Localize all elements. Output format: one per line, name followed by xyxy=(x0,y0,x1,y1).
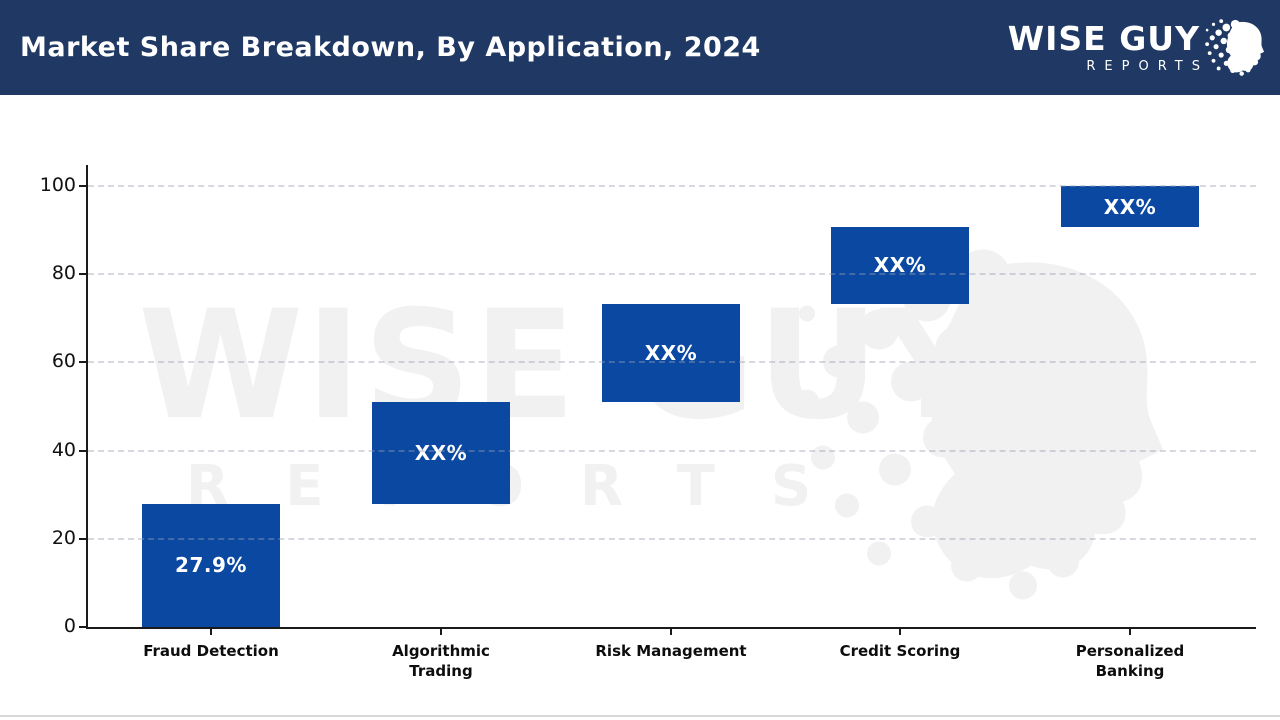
logo-text: WISE GUY REPORTS xyxy=(1008,22,1200,74)
y-tick-label: 60 xyxy=(51,350,76,373)
x-category-label-line: Algorithmic xyxy=(392,642,490,660)
x-category-label: Personalized Banking xyxy=(1030,641,1230,681)
logo-name: WISE GUY xyxy=(1007,18,1200,58)
bar-value-label: XX% xyxy=(414,441,468,465)
y-tick-mark xyxy=(79,449,87,452)
y-tick-mark xyxy=(79,361,87,364)
y-tick-label: 40 xyxy=(51,438,76,461)
y-tick-mark xyxy=(79,537,87,540)
x-category-label: Fraud Detection xyxy=(111,641,311,661)
x-category-label-line: Banking xyxy=(1095,662,1165,680)
y-tick-mark xyxy=(79,185,87,187)
x-axis xyxy=(86,627,1256,629)
x-tick-mark xyxy=(1129,628,1131,635)
header-band: Market Share Breakdown, By Application, … xyxy=(0,0,1280,95)
bar-value-label: XX% xyxy=(873,253,927,278)
x-category-label-line: Fraud Detection xyxy=(143,642,279,660)
x-category-label: Credit Scoring xyxy=(800,641,1000,661)
y-tick-label: 80 xyxy=(51,262,76,285)
bar-value-label: 27.9% xyxy=(175,553,247,578)
chart-title: Market Share Breakdown, By Application, … xyxy=(20,32,761,63)
bar-algorithmic-trading: XX% xyxy=(372,402,510,504)
bar-credit-scoring: XX% xyxy=(831,227,969,304)
plot-area: WISE GUY REPORTS 0 20 40 60 80 100 27.9% Fraud … xyxy=(0,95,1280,720)
x-tick-mark xyxy=(440,628,442,635)
x-tick-mark xyxy=(210,628,212,635)
logo-subtitle: REPORTS xyxy=(1086,58,1209,74)
bar-personalized-banking: XX% xyxy=(1061,186,1199,227)
y-tick-label: 100 xyxy=(39,174,76,196)
x-category-label-line: Credit Scoring xyxy=(839,642,961,660)
bar-value-label: XX% xyxy=(644,340,698,365)
x-category-label-line: Trading xyxy=(409,662,473,680)
watermark-face-dots xyxy=(795,245,1163,600)
x-category-label-line: Risk Management xyxy=(595,642,747,660)
bar-risk-management: XX% xyxy=(602,303,740,403)
watermark-subtext: REPORTS xyxy=(186,454,868,519)
y-tick-mark xyxy=(79,626,87,628)
bar-fraud-detection: 27.9% xyxy=(142,503,280,627)
x-category-label: Algorithmic Trading xyxy=(341,641,541,681)
y-tick-mark xyxy=(79,273,87,276)
logo-face-icon xyxy=(1205,18,1265,76)
x-category-label-line: Personalized xyxy=(1075,642,1185,660)
bar-value-label: XX% xyxy=(1103,194,1157,219)
bottom-border xyxy=(0,715,1280,717)
y-axis xyxy=(86,165,88,629)
x-tick-mark xyxy=(899,628,901,635)
wise-guy-logo: WISE GUY REPORTS xyxy=(1008,9,1280,87)
x-tick-mark xyxy=(670,628,672,635)
y-tick-label: 20 xyxy=(51,526,76,549)
x-category-label: Risk Management xyxy=(571,641,771,661)
y-tick-label: 0 xyxy=(63,615,76,637)
